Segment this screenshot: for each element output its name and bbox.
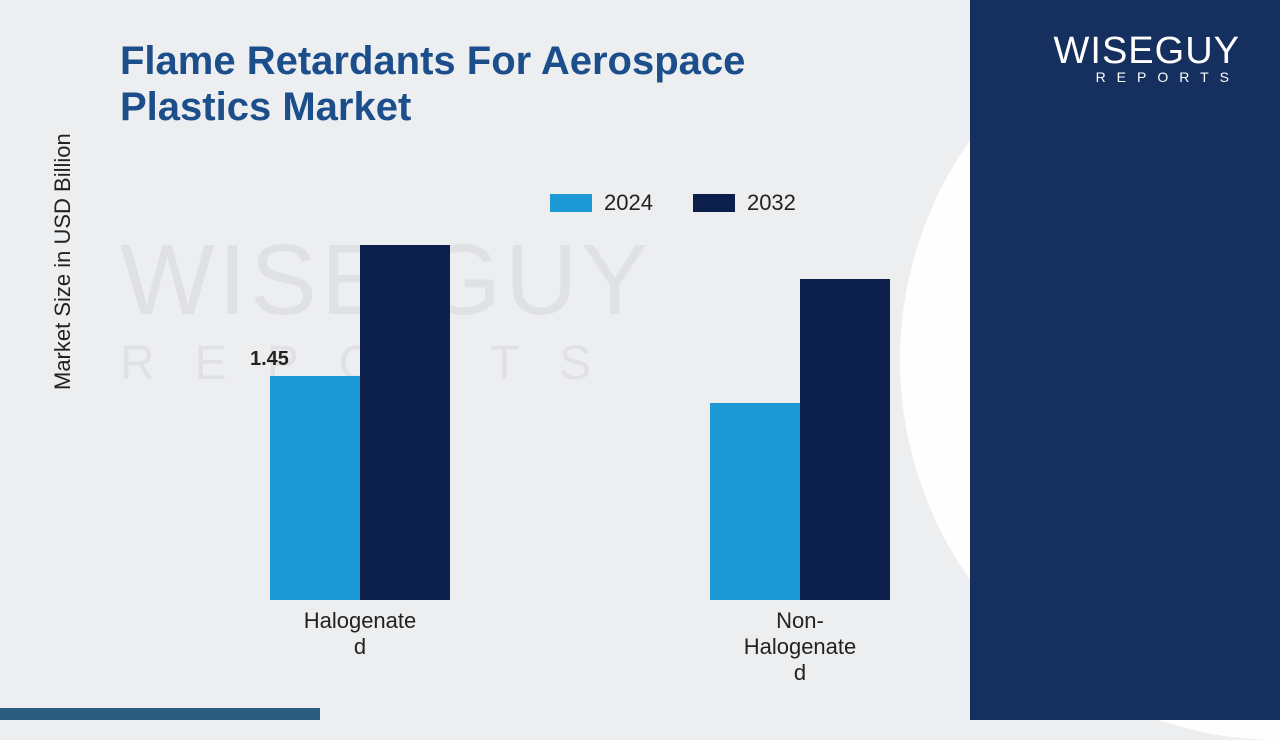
- legend-swatch-2032: [693, 194, 735, 212]
- bar-group: 1.45Halogenated: [270, 230, 450, 600]
- x-axis-category-label: Non-Halogenated: [740, 608, 860, 686]
- right-panel: [970, 0, 1280, 720]
- bottom-accent-bar: [0, 708, 320, 720]
- bar: [710, 403, 800, 600]
- brand-logo: WISEGUY REPORTS: [1054, 30, 1240, 85]
- legend-swatch-2024: [550, 194, 592, 212]
- legend-label-2024: 2024: [604, 190, 653, 216]
- legend-item-2024: 2024: [550, 190, 653, 216]
- plot-area: 1.45Halogenated Non-Halogenated: [270, 230, 910, 600]
- chart-area: Market Size in USD Billion 2024 2032 1.4…: [60, 190, 940, 670]
- bar: 1.45: [270, 376, 360, 600]
- bar: [800, 279, 890, 600]
- y-axis-label: Market Size in USD Billion: [50, 133, 76, 390]
- bar-value-label: 1.45: [250, 348, 289, 371]
- legend: 2024 2032: [550, 190, 796, 216]
- logo-main-text: WISEGUY: [1054, 30, 1240, 73]
- bar-group: Non-Halogenated: [710, 230, 890, 600]
- legend-item-2032: 2032: [693, 190, 796, 216]
- x-axis-category-label: Halogenated: [300, 608, 420, 660]
- bar: [360, 245, 450, 600]
- chart-title: Flame Retardants For Aerospace Plastics …: [120, 38, 800, 130]
- legend-label-2032: 2032: [747, 190, 796, 216]
